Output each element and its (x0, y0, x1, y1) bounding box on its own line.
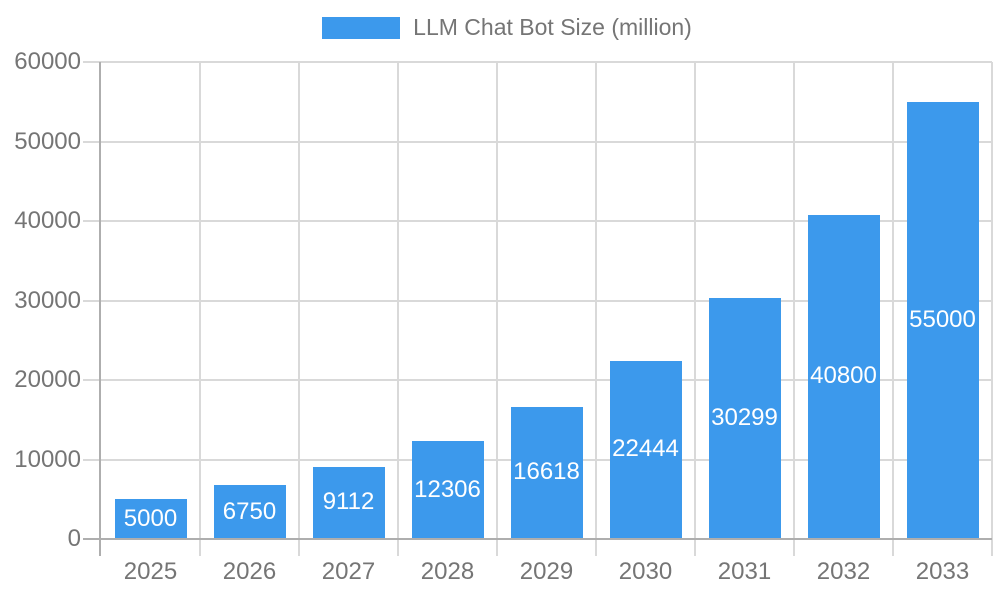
x-axis-baseline (83, 538, 992, 540)
x-gridline-5 (595, 62, 597, 556)
bar-2026[interactable]: 6750 (213, 485, 286, 538)
y-axis-line (99, 62, 101, 556)
y-tick-label-50000: 50000 (14, 127, 81, 155)
bar-2032[interactable]: 40800 (807, 214, 880, 538)
x-tick-label-2027: 2027 (321, 558, 376, 585)
bar-value-label-2031: 30299 (711, 404, 778, 432)
bar-2028[interactable]: 12306 (411, 441, 484, 538)
x-gridline-2 (298, 62, 300, 556)
bar-value-label-2025: 5000 (123, 504, 178, 532)
x-gridline-8 (892, 62, 894, 556)
bar-value-label-2033: 55000 (909, 305, 976, 333)
y-tick-label-0: 0 (67, 525, 81, 552)
bar-2029[interactable]: 16618 (510, 406, 583, 538)
y-gridline-20000 (83, 379, 992, 381)
x-tick-label-2025: 2025 (123, 558, 178, 585)
y-gridline-30000 (83, 299, 992, 302)
y-tick-label-40000: 40000 (14, 207, 81, 234)
y-tick-label-30000: 30000 (14, 286, 81, 314)
x-gridline-3 (397, 62, 399, 556)
y-gridline-40000 (83, 220, 992, 222)
bar-2025[interactable]: 5000 (114, 499, 187, 538)
y-gridline-50000 (83, 140, 992, 143)
bar-2030[interactable]: 22444 (609, 360, 682, 538)
x-gridline-4 (496, 62, 498, 556)
bar-value-label-2032: 40800 (810, 362, 877, 390)
x-gridline-6 (694, 62, 696, 556)
legend-item[interactable]: LLM Chat Bot Size (million) (322, 14, 692, 41)
bar-value-label-2028: 12306 (414, 475, 481, 503)
x-tick-label-2030: 2030 (618, 558, 673, 585)
bar-value-label-2030: 22444 (612, 435, 679, 463)
bar-2033[interactable]: 55000 (906, 101, 979, 538)
y-gridline-60000 (83, 61, 992, 63)
bar-2027[interactable]: 9112 (312, 466, 385, 538)
legend-label: LLM Chat Bot Size (million) (413, 14, 692, 40)
bar-2031[interactable]: 30299 (708, 298, 781, 538)
x-gridline-9 (991, 62, 993, 556)
bar-value-label-2027: 9112 (322, 488, 375, 516)
y-tick-label-20000: 20000 (14, 366, 81, 393)
x-tick-label-2028: 2028 (420, 558, 475, 585)
x-tick-label-2029: 2029 (519, 558, 574, 585)
x-tick-label-2026: 2026 (222, 558, 277, 585)
x-tick-label-2032: 2032 (816, 558, 871, 585)
bar-value-label-2026: 6750 (222, 497, 277, 525)
x-tick-label-2031: 2031 (717, 558, 772, 585)
legend: LLM Chat Bot Size (million) (0, 14, 1000, 41)
y-tick-label-10000: 10000 (14, 445, 81, 473)
bar-value-label-2029: 16618 (513, 458, 580, 486)
x-gridline-1 (199, 62, 201, 556)
y-tick-label-60000: 60000 (14, 48, 81, 75)
x-tick-label-2033: 2033 (915, 558, 970, 585)
x-gridline-7 (793, 62, 795, 556)
legend-swatch-icon (322, 16, 401, 39)
